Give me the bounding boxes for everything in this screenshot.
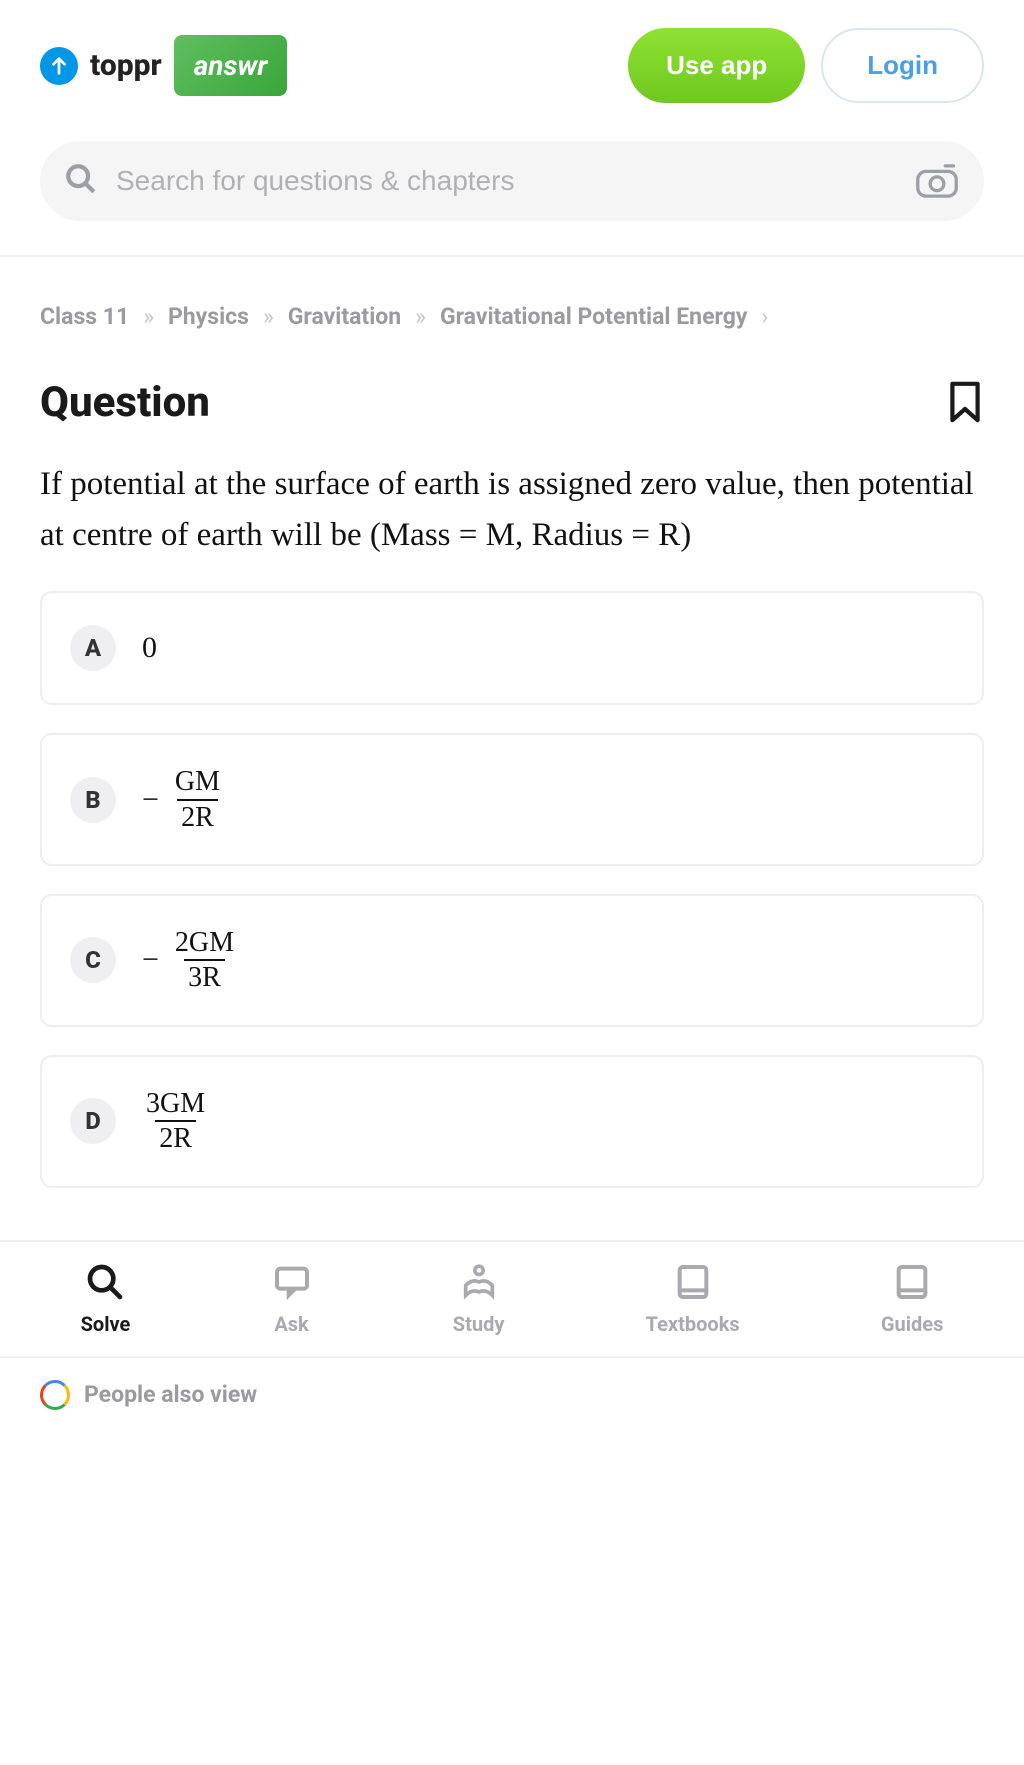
fraction: 2GM 3R	[171, 928, 238, 993]
use-app-button[interactable]: Use app	[628, 28, 805, 103]
minus-sign: −	[142, 783, 159, 817]
cutoff-label: People also view	[84, 1381, 257, 1408]
question-header: Question	[0, 330, 1024, 455]
book-icon	[673, 1262, 713, 1302]
minus-sign: −	[142, 943, 159, 977]
breadcrumb-item[interactable]: Gravitation	[288, 303, 401, 330]
question-text: If potential at the surface of earth is …	[0, 455, 1024, 591]
nav-guides[interactable]: Guides	[881, 1262, 943, 1336]
chevron-right-icon: »	[415, 303, 426, 330]
option-content: 3GM 2R	[142, 1089, 209, 1154]
nav-ask[interactable]: Ask	[272, 1262, 312, 1336]
option-letter: D	[70, 1098, 116, 1144]
search-bar[interactable]	[40, 141, 984, 221]
search-icon	[64, 162, 98, 200]
app-header: toppr answr Use app Login	[0, 0, 1024, 123]
nav-label: Study	[453, 1312, 505, 1336]
breadcrumb-item[interactable]: Physics	[168, 303, 249, 330]
brand-logo[interactable]: toppr answr	[40, 35, 287, 96]
option-a[interactable]: A 0	[40, 591, 984, 705]
nav-label: Textbooks	[646, 1312, 740, 1336]
nav-solve[interactable]: Solve	[81, 1262, 131, 1336]
login-button[interactable]: Login	[821, 28, 984, 103]
fraction: 3GM 2R	[142, 1089, 209, 1154]
google-icon	[40, 1380, 70, 1410]
answr-badge: answr	[174, 35, 288, 96]
search-input[interactable]	[98, 165, 914, 197]
option-b[interactable]: B − GM 2R	[40, 733, 984, 866]
camera-icon[interactable]	[914, 161, 960, 201]
option-content: − GM 2R	[142, 767, 224, 832]
nav-label: Ask	[274, 1312, 308, 1336]
toppr-arrow-icon	[40, 47, 78, 85]
study-icon	[459, 1262, 499, 1302]
chevron-right-icon: »	[263, 303, 274, 330]
bookmark-icon[interactable]	[948, 381, 984, 425]
question-heading: Question	[40, 378, 210, 427]
option-content: − 2GM 3R	[142, 928, 238, 993]
breadcrumb-item[interactable]: Gravitational Potential Energy	[440, 303, 747, 330]
option-d[interactable]: D 3GM 2R	[40, 1055, 984, 1188]
book-icon	[892, 1262, 932, 1302]
nav-study[interactable]: Study	[453, 1262, 505, 1336]
fraction: GM 2R	[171, 767, 224, 832]
chat-icon	[272, 1262, 312, 1302]
option-letter: C	[70, 937, 116, 983]
people-also-view[interactable]: People also view	[0, 1356, 1024, 1410]
nav-label: Solve	[81, 1312, 131, 1336]
option-c[interactable]: C − 2GM 3R	[40, 894, 984, 1027]
bottom-nav: Solve Ask Study Textbooks Guides	[0, 1240, 1024, 1350]
nav-textbooks[interactable]: Textbooks	[646, 1262, 740, 1336]
option-letter: A	[70, 625, 116, 671]
option-letter: B	[70, 777, 116, 823]
search-icon	[85, 1262, 125, 1302]
breadcrumb: Class 11 » Physics » Gravitation » Gravi…	[0, 303, 1024, 330]
chevron-right-icon: ›	[761, 303, 768, 330]
nav-label: Guides	[881, 1312, 943, 1336]
brand-name: toppr	[90, 48, 162, 83]
breadcrumb-item[interactable]: Class 11	[40, 303, 129, 330]
chevron-right-icon: »	[143, 303, 154, 330]
answer-options: A 0 B − GM 2R C − 2GM 3R D 3GM 2R	[0, 591, 1024, 1187]
option-content: 0	[142, 631, 157, 665]
